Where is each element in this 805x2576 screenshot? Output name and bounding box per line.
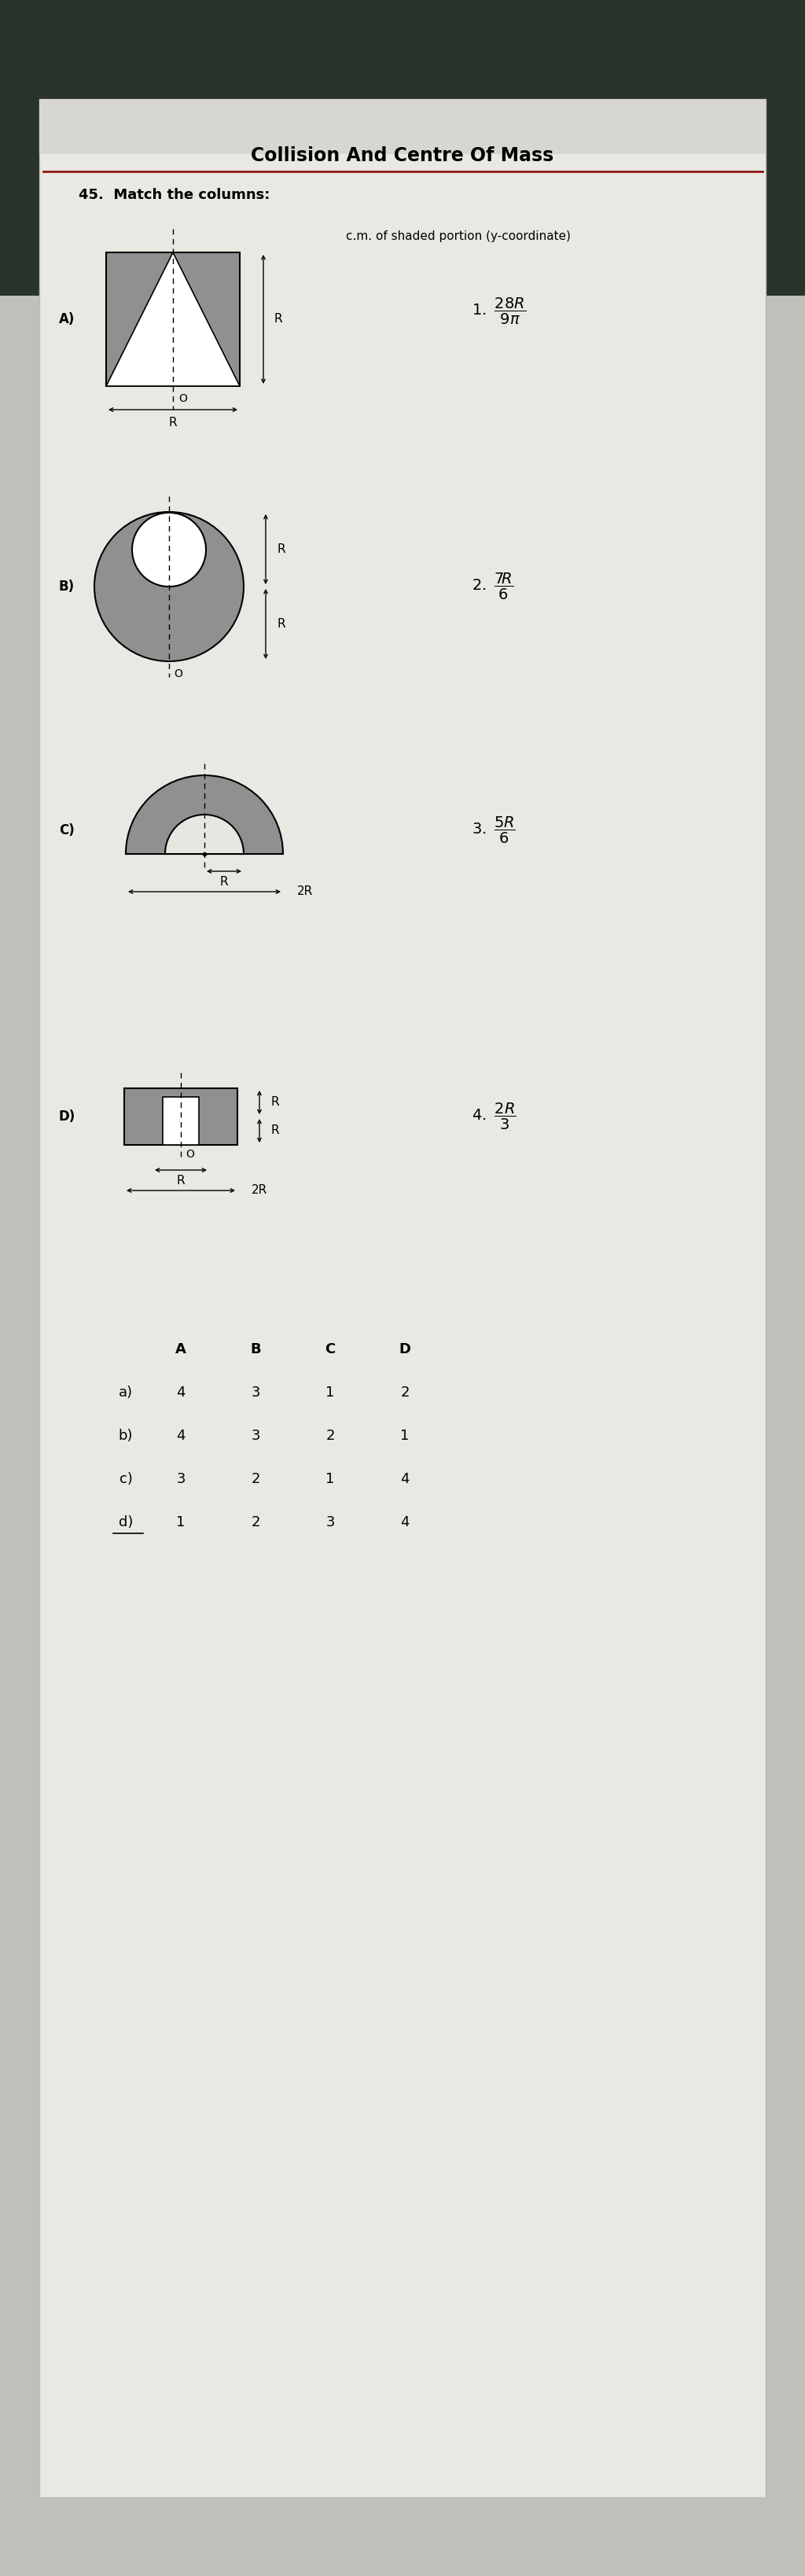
Text: C): C)	[59, 824, 75, 837]
Text: $1.\ \dfrac{28R}{9\pi}$: $1.\ \dfrac{28R}{9\pi}$	[472, 296, 526, 327]
Text: R: R	[270, 1126, 279, 1136]
Bar	[39, 98, 766, 155]
Text: O: O	[186, 1149, 195, 1159]
Text: R: R	[277, 618, 285, 631]
Text: 1: 1	[176, 1515, 185, 1530]
Text: c): c)	[119, 1471, 132, 1486]
Text: 4: 4	[400, 1515, 410, 1530]
Bar	[163, 1097, 199, 1144]
Bar	[0, 296, 805, 2576]
Text: 2: 2	[251, 1471, 260, 1486]
Text: 45.  Match the columns:: 45. Match the columns:	[79, 188, 270, 201]
Wedge shape	[165, 814, 244, 855]
Text: D): D)	[59, 1110, 75, 1123]
Text: A: A	[175, 1342, 186, 1358]
Text: 4: 4	[400, 1471, 410, 1486]
Bar	[106, 252, 240, 386]
Text: R: R	[277, 544, 285, 556]
Text: 4: 4	[176, 1386, 185, 1399]
Text: R: R	[270, 1097, 279, 1108]
Text: 1: 1	[326, 1386, 335, 1399]
Text: Collision And Centre Of Mass: Collision And Centre Of Mass	[251, 147, 554, 165]
Text: R: R	[169, 417, 177, 428]
Text: R: R	[220, 876, 229, 889]
Text: R: R	[176, 1175, 185, 1188]
Text: 1: 1	[326, 1471, 335, 1486]
Text: $3.\ \dfrac{5R}{6}$: $3.\ \dfrac{5R}{6}$	[472, 817, 515, 845]
Text: B): B)	[59, 580, 75, 592]
Text: D: D	[399, 1342, 411, 1358]
Text: 3: 3	[251, 1386, 260, 1399]
Text: R: R	[275, 314, 283, 325]
Text: C: C	[325, 1342, 336, 1358]
Circle shape	[132, 513, 206, 587]
Text: 2: 2	[251, 1515, 260, 1530]
Text: A): A)	[59, 312, 75, 327]
Polygon shape	[106, 252, 240, 386]
Text: 2: 2	[400, 1386, 410, 1399]
Text: c.m. of shaded portion (y-coordinate): c.m. of shaded portion (y-coordinate)	[346, 232, 571, 242]
Wedge shape	[126, 775, 283, 855]
Bar	[124, 1087, 237, 1144]
Text: b): b)	[118, 1430, 133, 1443]
Text: 2: 2	[326, 1430, 335, 1443]
Text: O: O	[179, 394, 188, 404]
Text: 3: 3	[251, 1430, 260, 1443]
Text: a): a)	[118, 1386, 133, 1399]
Text: 1: 1	[400, 1430, 409, 1443]
Text: d): d)	[118, 1515, 133, 1530]
Bar	[0, 0, 805, 296]
Text: 2R: 2R	[251, 1185, 267, 1195]
Text: 3: 3	[176, 1471, 185, 1486]
Text: 4: 4	[176, 1430, 185, 1443]
Text: $4.\ \dfrac{2R}{3}$: $4.\ \dfrac{2R}{3}$	[472, 1103, 516, 1131]
Text: B: B	[250, 1342, 261, 1358]
Text: $2.\ \dfrac{7R}{6}$: $2.\ \dfrac{7R}{6}$	[472, 572, 514, 603]
Text: O: O	[174, 667, 183, 680]
Text: 2R: 2R	[297, 886, 313, 896]
Circle shape	[94, 513, 244, 662]
Text: 3: 3	[326, 1515, 335, 1530]
